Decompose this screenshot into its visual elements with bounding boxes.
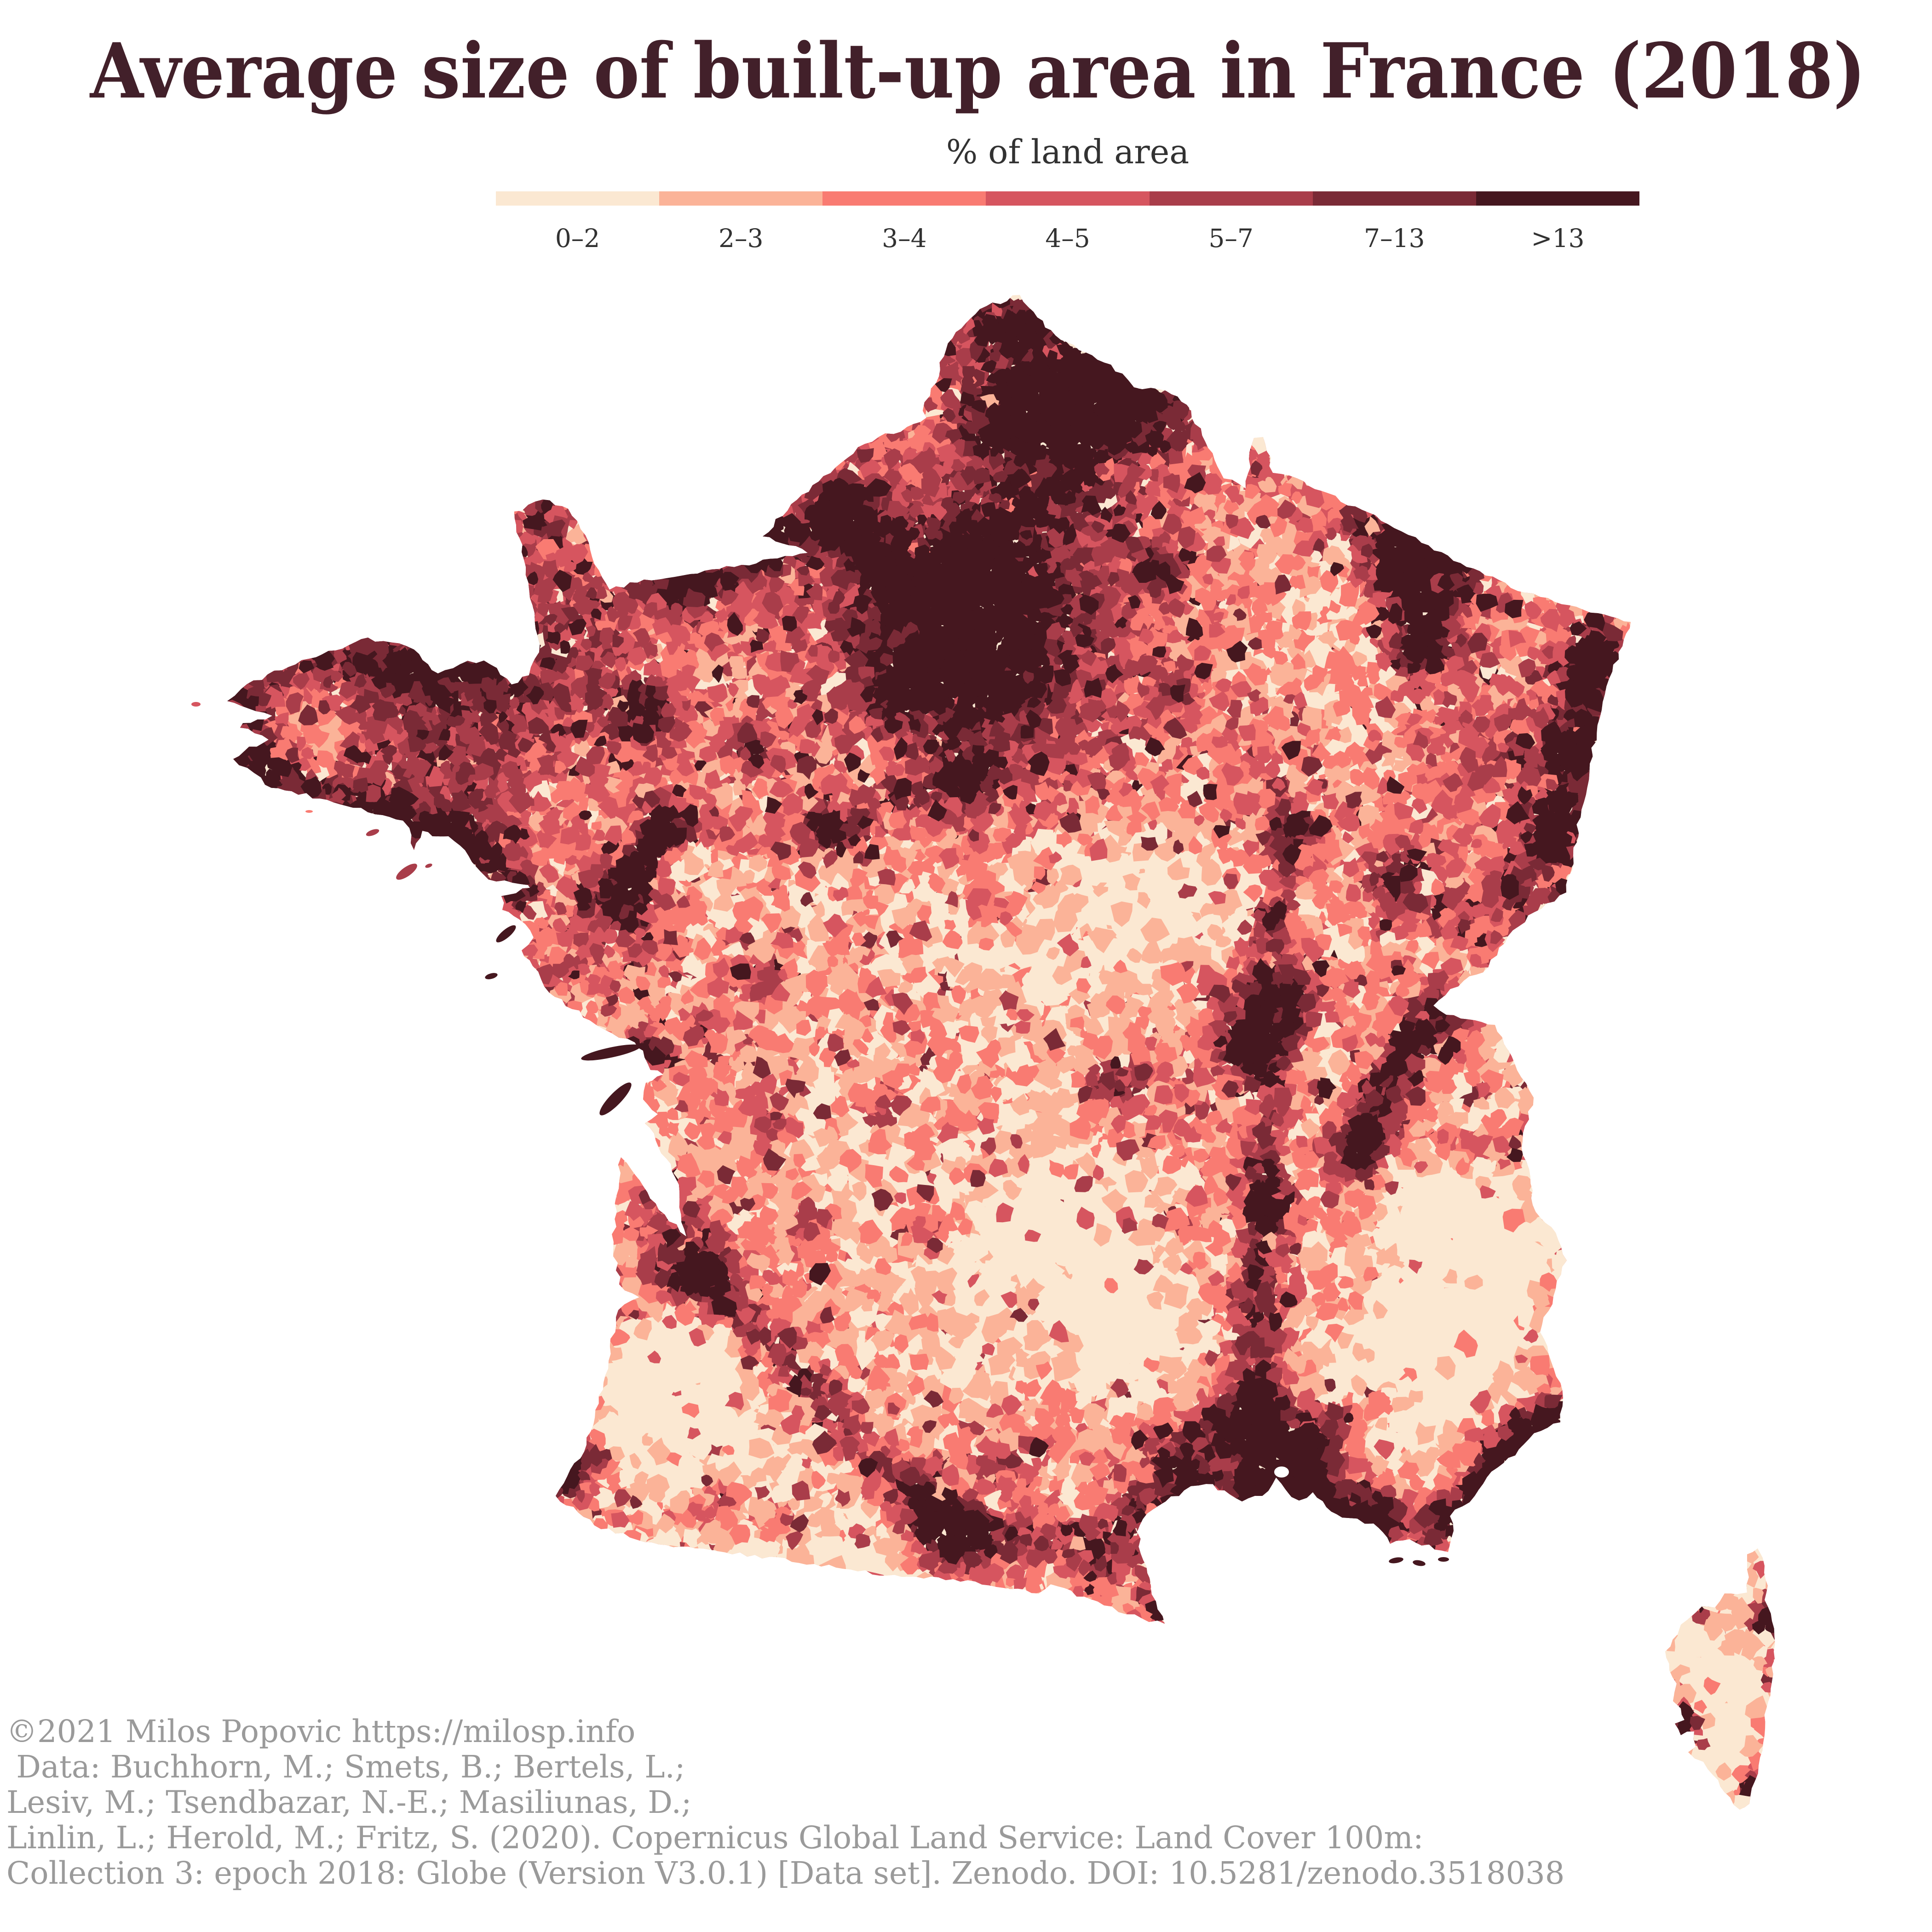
choropleth-class-2-mainland-layer-2 (227, 295, 1631, 1624)
legend-label-6: >13 (1531, 224, 1585, 253)
choropleth-class-5-mainland-layer-0 (227, 295, 1631, 1607)
island-belle-ile (396, 863, 417, 880)
island-iles-hyeres-3 (1438, 1557, 1449, 1562)
legend-label-0: 0–2 (555, 224, 600, 253)
caption-line-4: Linlin, L.; Herold, M.; Fritz, S. (2020)… (6, 1820, 1424, 1856)
legend-swatch-4 (1149, 191, 1313, 206)
island-ouessant (191, 702, 201, 707)
caption-line-2: Data: Buchhorn, M.; Smets, B.; Bertels, … (6, 1749, 685, 1785)
legend-label-5: 7–13 (1364, 224, 1425, 253)
legend-swatch-1 (659, 191, 823, 206)
island-glenan (305, 810, 313, 813)
island-iles-hyeres-2 (1413, 1560, 1426, 1566)
island-houat (425, 863, 432, 868)
legend-swatch-5 (1312, 191, 1476, 206)
choropleth-class-1-mainland-layer-2 (227, 295, 1628, 1624)
legend-label-3: 4–5 (1045, 224, 1090, 253)
island-noirmoutier (496, 925, 516, 943)
choropleth-class-4-mainland-layer-1 (227, 295, 1628, 1624)
legend-color-bar (496, 191, 1639, 206)
island-ile-yeu (485, 973, 498, 979)
caption-line-1: ©2021 Milos Popovic https://milosp.info (6, 1714, 636, 1749)
legend-label-1: 2–3 (718, 224, 764, 253)
page-title-text: Average size of built-up area in France … (90, 26, 1866, 115)
legend-swatch-2 (822, 191, 986, 206)
legend-title: % of land area (946, 132, 1190, 171)
choropleth-class-5-corsica-layer-2 (1665, 1548, 1705, 1747)
choropleth-class-4-corsica-layer-1 (1698, 1587, 1771, 1798)
choropleth-class-4-mainland-layer-2 (227, 295, 1611, 1624)
legend-label-4: 5–7 (1208, 224, 1254, 253)
legend-swatch-6 (1476, 191, 1639, 206)
caption-line-3: Lesiv, M.; Tsendbazar, N.-E.; Masiliunas… (6, 1784, 692, 1820)
island-groix (366, 829, 380, 836)
page-title: Average size of built-up area in France … (0, 33, 1932, 109)
legend-swatch-3 (986, 191, 1150, 206)
choropleth-class-6-mainland-layer-2 (227, 295, 1622, 1620)
region-mainland (227, 295, 1631, 1624)
caption-line-5: Collection 3: epoch 2018: Globe (Version… (6, 1855, 1565, 1891)
island-iles-hyeres-1 (1389, 1557, 1403, 1564)
legend-class-labels: 0–2 2–3 3–4 4–5 5–7 7–13 >13 (496, 224, 1639, 253)
legend-swatch-0 (496, 191, 660, 206)
island-ile-oleron (599, 1082, 632, 1116)
source-caption: ©2021 Milos Popovic https://milosp.info … (6, 1714, 1564, 1891)
legend-label-2: 3–4 (882, 224, 927, 253)
island-ile-de-re (581, 1044, 641, 1061)
choropleth-class-5-mainland-layer-2 (227, 295, 1623, 1622)
region-corsica (1665, 1548, 1775, 1810)
lake-etang-de-berre (1274, 1466, 1289, 1478)
